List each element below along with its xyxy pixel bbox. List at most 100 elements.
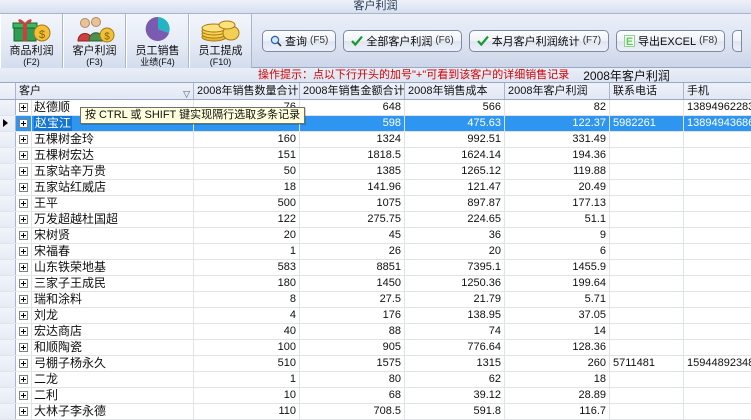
row-indicator[interactable] (0, 100, 16, 115)
table-row[interactable]: 宋福春 1 26 20 6 (0, 244, 751, 260)
sort-indicator-icon[interactable]: ▽ (183, 89, 190, 99)
table-row[interactable]: 刘龙 4 176 138.95 37.05 (0, 308, 751, 324)
table-row[interactable]: 五棵树金玲 160 1324 992.51 331.49 (0, 132, 751, 148)
expand-plus-icon[interactable] (19, 327, 28, 336)
cell-customer-name: 山东铁荣地基 (32, 260, 194, 275)
expand-plus-icon[interactable] (19, 279, 28, 288)
expand-plus-icon[interactable] (19, 199, 28, 208)
row-indicator[interactable] (0, 324, 16, 339)
table-row[interactable]: 万发超越杜国超 122 275.75 224.65 51.1 (0, 212, 751, 228)
row-indicator[interactable] (0, 132, 16, 147)
expand-plus-icon[interactable] (19, 167, 28, 176)
row-indicator[interactable] (0, 356, 16, 371)
row-expander-cell[interactable] (16, 116, 32, 131)
table-row[interactable]: 大林子李永德 110 708.5 591.8 116.7 (0, 404, 751, 420)
cell-qty-total: 100 (194, 340, 300, 355)
row-indicator[interactable] (0, 404, 16, 419)
row-indicator[interactable] (0, 212, 16, 227)
row-expander-cell[interactable] (16, 196, 32, 211)
row-expander-cell[interactable] (16, 308, 32, 323)
export-excel-button[interactable]: E 导出EXCEL (F8) (616, 29, 726, 52)
overflow-button[interactable] (732, 29, 743, 52)
column-header-6[interactable]: 手机 (684, 83, 751, 99)
expand-plus-icon[interactable] (19, 247, 28, 256)
expand-plus-icon[interactable] (19, 391, 28, 400)
expand-plus-icon[interactable] (19, 151, 28, 160)
table-row[interactable]: 二龙 1 80 62 18 (0, 372, 751, 388)
table-row[interactable]: 五家站红威店 18 141.96 121.47 20.49 (0, 180, 751, 196)
expand-plus-icon[interactable] (19, 215, 28, 224)
toolbar-button-employee-commission[interactable]: 员工提成 (F10) (189, 14, 252, 68)
row-indicator[interactable] (0, 308, 16, 323)
expand-plus-icon[interactable] (19, 103, 28, 112)
row-expander-cell[interactable] (16, 260, 32, 275)
row-expander-cell[interactable] (16, 404, 32, 419)
row-indicator[interactable] (0, 148, 16, 163)
expand-plus-icon[interactable] (19, 231, 28, 240)
row-expander-cell[interactable] (16, 164, 32, 179)
row-indicator[interactable] (0, 388, 16, 403)
column-header-2[interactable]: 2008年销售金额合计 (300, 83, 405, 99)
row-expander-cell[interactable] (16, 244, 32, 259)
row-expander-cell[interactable] (16, 100, 32, 115)
column-header-0[interactable]: 客户 ▽ (16, 83, 194, 99)
toolbar-button-product-profit[interactable]: $ 商品利润 (F2) (0, 14, 63, 68)
column-header-5[interactable]: 联系电话 (610, 83, 684, 99)
toolbar-button-customer-profit[interactable]: $ 客户利润 (F3) (63, 14, 126, 68)
row-indicator[interactable] (0, 196, 16, 211)
row-indicator[interactable] (0, 244, 16, 259)
row-indicator[interactable] (0, 260, 16, 275)
row-expander-cell[interactable] (16, 340, 32, 355)
row-expander-cell[interactable] (16, 228, 32, 243)
table-row[interactable]: 瑞和涂料 8 27.5 21.79 5.71 (0, 292, 751, 308)
grid-body[interactable]: 赵德顺766485668213894962283-赵宝江598475.63122… (0, 100, 751, 420)
row-indicator[interactable] (0, 180, 16, 195)
row-indicator[interactable] (0, 116, 16, 131)
row-indicator[interactable] (0, 372, 16, 387)
row-expander-cell[interactable] (16, 148, 32, 163)
row-indicator[interactable] (0, 276, 16, 291)
row-expander-cell[interactable] (16, 212, 32, 227)
table-row[interactable]: 五棵树宏达 151 1818.5 1624.14 194.36 (0, 148, 751, 164)
expand-plus-icon[interactable] (19, 375, 28, 384)
row-expander-cell[interactable] (16, 372, 32, 387)
table-row[interactable]: 山东铁荣地基 583 8851 7395.1 1455.9 (0, 260, 751, 276)
column-header-4[interactable]: 2008年客户利润 (505, 83, 610, 99)
query-button[interactable]: 查询 (F5) (262, 29, 337, 52)
row-indicator[interactable] (0, 292, 16, 307)
expand-plus-icon[interactable] (19, 407, 28, 416)
table-row[interactable]: 王平 500 1075 897.87 177.13 (0, 196, 751, 212)
row-expander-cell[interactable] (16, 180, 32, 195)
table-row[interactable]: 二利 10 68 39.12 28.89 (0, 388, 751, 404)
table-row[interactable]: 弓棚子杨永久51015751315260571148115944892348夕 (0, 356, 751, 372)
column-header-1[interactable]: 2008年销售数量合计 (194, 83, 300, 99)
cell-mobile (684, 308, 751, 323)
toolbar-button-employee-sales[interactable]: 员工销售 业绩(F4) (126, 14, 189, 68)
expand-plus-icon[interactable] (19, 343, 28, 352)
row-indicator[interactable] (0, 340, 16, 355)
row-expander-cell[interactable] (16, 292, 32, 307)
column-header-3[interactable]: 2008年销售成本 (405, 83, 505, 99)
table-row[interactable]: 五家站辛万贵 50 1385 1265.12 119.88 (0, 164, 751, 180)
expand-plus-icon[interactable] (19, 359, 28, 368)
cell-amount-total: 275.75 (300, 212, 405, 227)
table-row[interactable]: 宏达商店 40 88 74 14 (0, 324, 751, 340)
expand-plus-icon[interactable] (19, 311, 28, 320)
row-indicator[interactable] (0, 164, 16, 179)
expand-plus-icon[interactable] (19, 263, 28, 272)
month-customer-profit-stats-button[interactable]: 本月客户利润统计 (F7) (468, 29, 610, 52)
all-customer-profit-button[interactable]: 全部客户利润 (F6) (343, 29, 462, 52)
row-expander-cell[interactable] (16, 276, 32, 291)
expand-plus-icon[interactable] (19, 183, 28, 192)
table-row[interactable]: 宋树贤 20 45 36 9 (0, 228, 751, 244)
row-expander-cell[interactable] (16, 324, 32, 339)
row-expander-cell[interactable] (16, 132, 32, 147)
row-expander-cell[interactable] (16, 356, 32, 371)
expand-plus-icon[interactable] (19, 295, 28, 304)
table-row[interactable]: 和顺陶瓷 100 905 776.64 128.36 (0, 340, 751, 356)
row-expander-cell[interactable] (16, 388, 32, 403)
expand-plus-icon[interactable] (19, 119, 28, 128)
row-indicator[interactable] (0, 228, 16, 243)
expand-plus-icon[interactable] (19, 135, 28, 144)
